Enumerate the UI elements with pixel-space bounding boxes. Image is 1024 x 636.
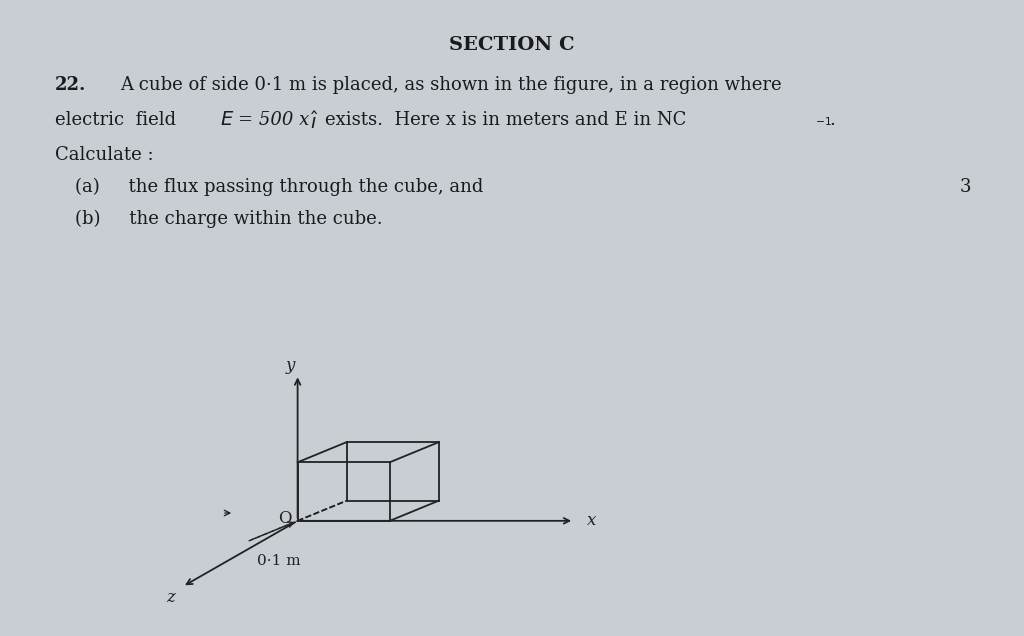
Text: z: z <box>167 589 175 606</box>
Text: Calculate :: Calculate : <box>55 146 154 164</box>
Text: 3: 3 <box>961 178 972 196</box>
Text: $\hat{\imath}$: $\hat{\imath}$ <box>310 111 318 133</box>
Text: = 500 x: = 500 x <box>238 111 309 129</box>
Text: 22.: 22. <box>55 76 86 94</box>
Text: O: O <box>279 511 292 527</box>
Text: x: x <box>587 513 596 529</box>
Text: (a)     the flux passing through the cube, and: (a) the flux passing through the cube, a… <box>75 178 483 197</box>
Text: y: y <box>286 357 295 374</box>
Text: 0·1 m: 0·1 m <box>257 554 301 568</box>
Text: $^{-1}$: $^{-1}$ <box>815 119 831 133</box>
Text: .: . <box>829 111 835 129</box>
Text: electric  field: electric field <box>55 111 176 129</box>
Text: exists.  Here x is in meters and E in NC: exists. Here x is in meters and E in NC <box>325 111 686 129</box>
Text: $\it{E}$: $\it{E}$ <box>220 111 234 129</box>
Text: (b)     the charge within the cube.: (b) the charge within the cube. <box>75 210 383 228</box>
Text: SECTION C: SECTION C <box>450 36 574 54</box>
Text: A cube of side 0·1 m is placed, as shown in the figure, in a region where: A cube of side 0·1 m is placed, as shown… <box>120 76 781 94</box>
